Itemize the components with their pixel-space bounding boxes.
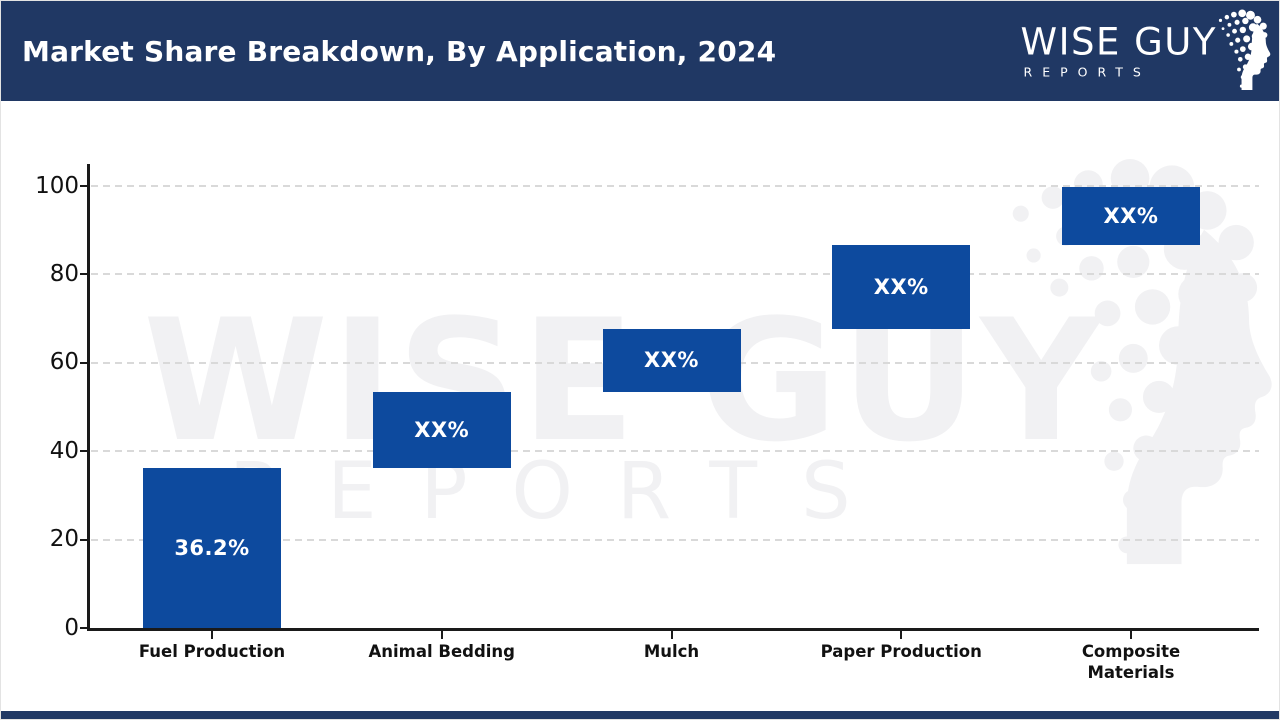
watermark-subtitle: REPORTS	[229, 447, 895, 537]
x-tick-mark-mulch	[670, 630, 673, 639]
y-tick-label-80: 80	[49, 260, 79, 287]
y-tick-label-0: 0	[64, 614, 79, 641]
x-axis-line	[87, 628, 1259, 631]
bar-animal-bedding: XX%	[372, 391, 511, 468]
logo-subtitle: REPORTS	[1023, 64, 1151, 79]
x-tick-mark-composite-materials	[1130, 630, 1132, 639]
x-axis-label-composite-materials: Composite Materials	[1081, 642, 1181, 683]
bar-composite-materials: XX%	[1062, 187, 1200, 246]
footer-stripe	[1, 711, 1279, 719]
y-tick-mark-60	[80, 361, 89, 364]
y-tick-label-100: 100	[35, 172, 79, 199]
gridline-20	[91, 538, 1259, 541]
y-tick-mark-0	[80, 627, 89, 629]
x-axis-label-paper-production: Paper Production	[820, 642, 982, 661]
bar-value-label: 36.2%	[174, 535, 250, 560]
bar-value-label: XX%	[873, 274, 929, 299]
y-tick-label-20: 20	[49, 526, 79, 553]
y-tick-mark-40	[80, 450, 89, 453]
bar-value-label: XX%	[644, 348, 699, 373]
x-axis-label-fuel-production: Fuel Production	[138, 642, 286, 661]
y-tick-label-40: 40	[49, 437, 79, 464]
logo-wordmark: WISE GUY	[1020, 20, 1217, 63]
y-axis-line	[87, 164, 90, 631]
bar-value-label: XX%	[414, 417, 470, 442]
gridline-100	[91, 185, 1259, 187]
y-tick-mark-80	[80, 273, 89, 276]
y-tick-label-60: 60	[49, 349, 79, 376]
x-axis-label-animal-bedding: Animal Bedding	[368, 642, 515, 661]
x-axis-label-mulch: Mulch	[643, 642, 700, 661]
x-tick-mark-animal-bedding	[440, 630, 443, 639]
wise-guy-head-icon	[1207, 10, 1271, 93]
y-tick-mark-20	[80, 538, 89, 541]
x-tick-mark-paper-production	[900, 630, 903, 639]
wise-guy-logo: WISE GUY REPORTS	[1021, 10, 1271, 93]
logo-wordmark-block: WISE GUY REPORTS	[1021, 23, 1217, 79]
chart-area: WISE GUY REPORTS 0 20 40 60 80 100 36.2% Fuel P…	[1, 101, 1279, 713]
bar-fuel-production: 36.2%	[143, 467, 281, 628]
header-bar: Market Share Breakdown, By Application, …	[1, 1, 1279, 101]
chart-title: Market Share Breakdown, By Application, …	[22, 34, 777, 68]
gridline-80	[91, 273, 1259, 276]
y-tick-mark-100	[80, 185, 89, 187]
x-tick-mark-fuel-production	[211, 630, 213, 639]
bar-paper-production: XX%	[832, 245, 971, 329]
gridline-40	[91, 450, 1259, 453]
bar-value-label: XX%	[1103, 204, 1159, 229]
bar-mulch: XX%	[602, 328, 741, 392]
